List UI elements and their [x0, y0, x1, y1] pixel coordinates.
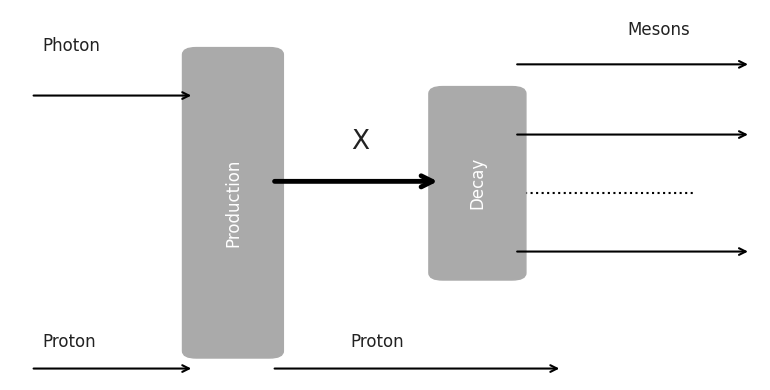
Text: Proton: Proton — [350, 333, 404, 351]
Text: Production: Production — [224, 159, 242, 247]
Text: Decay: Decay — [468, 157, 487, 209]
Text: X: X — [351, 129, 370, 155]
Text: Photon: Photon — [42, 37, 100, 55]
Text: Mesons: Mesons — [628, 21, 690, 39]
FancyBboxPatch shape — [429, 87, 526, 280]
Text: Proton: Proton — [42, 333, 96, 351]
FancyBboxPatch shape — [182, 48, 283, 358]
